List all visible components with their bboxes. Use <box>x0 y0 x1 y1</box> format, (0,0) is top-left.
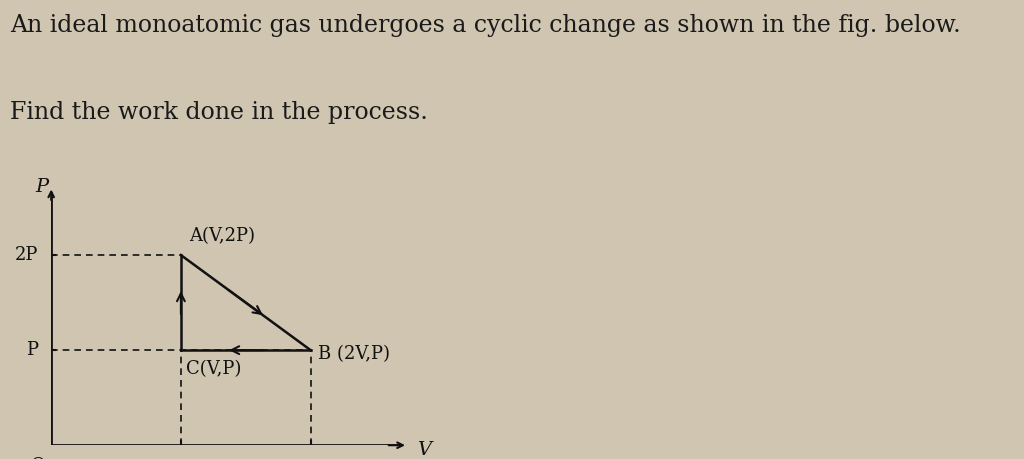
Text: Find the work done in the process.: Find the work done in the process. <box>10 101 428 124</box>
Text: P: P <box>27 341 38 359</box>
Text: P: P <box>36 178 49 196</box>
Text: B (2V,P): B (2V,P) <box>318 345 390 363</box>
Text: An ideal monoatomic gas undergoes a cyclic change as shown in the fig. below.: An ideal monoatomic gas undergoes a cycl… <box>10 14 961 37</box>
Text: A(V,2P): A(V,2P) <box>188 228 255 246</box>
Text: O: O <box>31 457 46 459</box>
Text: C(V,P): C(V,P) <box>186 360 242 378</box>
Text: 2P: 2P <box>15 246 38 264</box>
Text: V: V <box>417 441 431 459</box>
